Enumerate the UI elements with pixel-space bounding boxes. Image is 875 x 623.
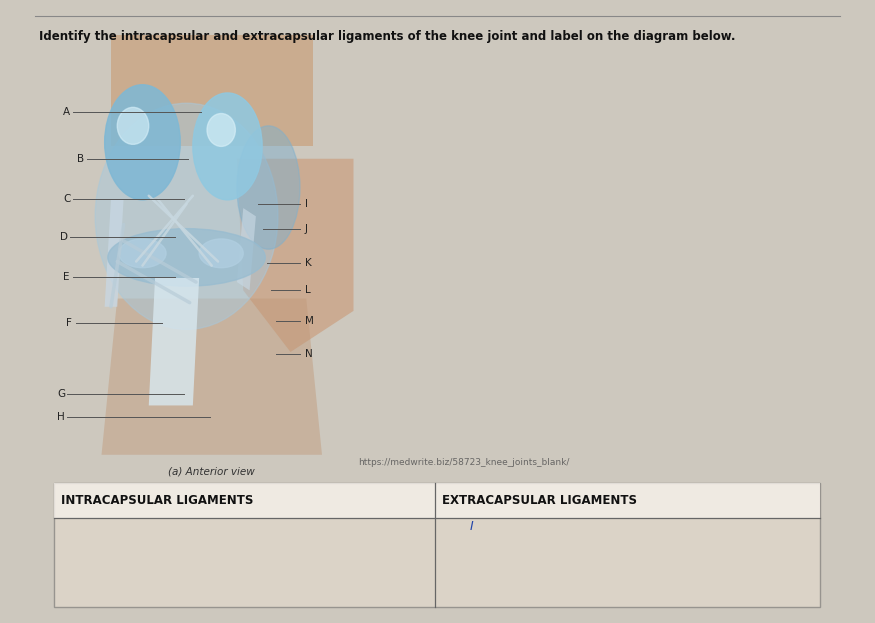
Ellipse shape — [108, 229, 265, 286]
Ellipse shape — [333, 302, 387, 336]
Ellipse shape — [465, 293, 554, 357]
Text: H: H — [57, 412, 65, 422]
Ellipse shape — [137, 146, 234, 217]
Ellipse shape — [68, 60, 120, 102]
Ellipse shape — [747, 562, 875, 623]
Ellipse shape — [246, 435, 335, 505]
Ellipse shape — [738, 127, 806, 193]
Ellipse shape — [166, 7, 223, 51]
Ellipse shape — [521, 21, 587, 66]
Ellipse shape — [349, 226, 407, 273]
Ellipse shape — [200, 239, 243, 268]
Ellipse shape — [247, 180, 353, 248]
Ellipse shape — [641, 0, 741, 52]
Ellipse shape — [423, 535, 515, 598]
Ellipse shape — [91, 164, 173, 229]
Ellipse shape — [119, 239, 166, 268]
Ellipse shape — [66, 103, 148, 171]
Ellipse shape — [517, 427, 609, 495]
Ellipse shape — [131, 194, 291, 282]
Ellipse shape — [70, 592, 112, 623]
Ellipse shape — [767, 273, 811, 315]
Ellipse shape — [5, 358, 98, 450]
Polygon shape — [237, 208, 256, 290]
Ellipse shape — [542, 561, 619, 610]
Ellipse shape — [811, 336, 875, 428]
Ellipse shape — [304, 460, 377, 521]
Ellipse shape — [542, 350, 620, 406]
Ellipse shape — [417, 12, 464, 37]
Ellipse shape — [12, 72, 90, 135]
Ellipse shape — [808, 447, 875, 547]
Ellipse shape — [685, 271, 812, 356]
Ellipse shape — [102, 197, 206, 269]
Ellipse shape — [254, 444, 382, 540]
Ellipse shape — [393, 174, 471, 239]
Ellipse shape — [396, 267, 506, 343]
Ellipse shape — [394, 555, 444, 593]
Ellipse shape — [237, 126, 300, 249]
Ellipse shape — [612, 287, 668, 330]
Ellipse shape — [213, 319, 289, 366]
Ellipse shape — [790, 188, 875, 282]
Ellipse shape — [712, 162, 851, 282]
Ellipse shape — [770, 119, 844, 176]
Ellipse shape — [0, 270, 129, 368]
FancyBboxPatch shape — [435, 483, 820, 518]
Ellipse shape — [108, 58, 140, 94]
Ellipse shape — [572, 48, 680, 112]
Polygon shape — [105, 200, 123, 307]
Ellipse shape — [528, 189, 612, 245]
Ellipse shape — [613, 11, 716, 87]
Ellipse shape — [33, 297, 69, 327]
Ellipse shape — [349, 247, 444, 323]
Ellipse shape — [333, 343, 458, 432]
Polygon shape — [149, 278, 200, 406]
Ellipse shape — [679, 268, 748, 314]
Ellipse shape — [507, 487, 598, 549]
Ellipse shape — [512, 571, 644, 623]
Text: L: L — [304, 285, 311, 295]
Ellipse shape — [534, 247, 576, 278]
Ellipse shape — [523, 272, 602, 323]
Ellipse shape — [38, 50, 116, 107]
Ellipse shape — [262, 408, 344, 471]
Ellipse shape — [736, 6, 815, 70]
Ellipse shape — [625, 449, 699, 520]
Ellipse shape — [411, 271, 450, 307]
Ellipse shape — [353, 75, 472, 162]
Polygon shape — [102, 298, 322, 455]
Ellipse shape — [116, 76, 228, 143]
Ellipse shape — [147, 301, 196, 335]
Text: M: M — [304, 316, 313, 326]
Ellipse shape — [210, 316, 315, 376]
Ellipse shape — [247, 588, 340, 623]
Text: F: F — [66, 318, 72, 328]
Ellipse shape — [95, 103, 278, 330]
Ellipse shape — [602, 252, 731, 319]
Ellipse shape — [574, 0, 659, 65]
Ellipse shape — [491, 216, 618, 300]
Ellipse shape — [139, 191, 242, 290]
Ellipse shape — [246, 383, 305, 422]
Ellipse shape — [693, 123, 822, 221]
Ellipse shape — [115, 442, 195, 500]
Ellipse shape — [808, 443, 858, 489]
Ellipse shape — [839, 63, 875, 107]
Ellipse shape — [823, 31, 864, 70]
Ellipse shape — [185, 520, 256, 569]
Ellipse shape — [166, 323, 236, 372]
Ellipse shape — [376, 0, 481, 74]
Ellipse shape — [674, 157, 770, 230]
Ellipse shape — [335, 134, 454, 226]
Ellipse shape — [792, 0, 872, 39]
Ellipse shape — [296, 0, 394, 50]
Text: I: I — [304, 199, 307, 209]
Ellipse shape — [116, 556, 244, 623]
Ellipse shape — [233, 388, 317, 453]
Ellipse shape — [649, 10, 772, 91]
Ellipse shape — [37, 501, 91, 550]
Ellipse shape — [654, 168, 691, 191]
Ellipse shape — [396, 358, 457, 406]
